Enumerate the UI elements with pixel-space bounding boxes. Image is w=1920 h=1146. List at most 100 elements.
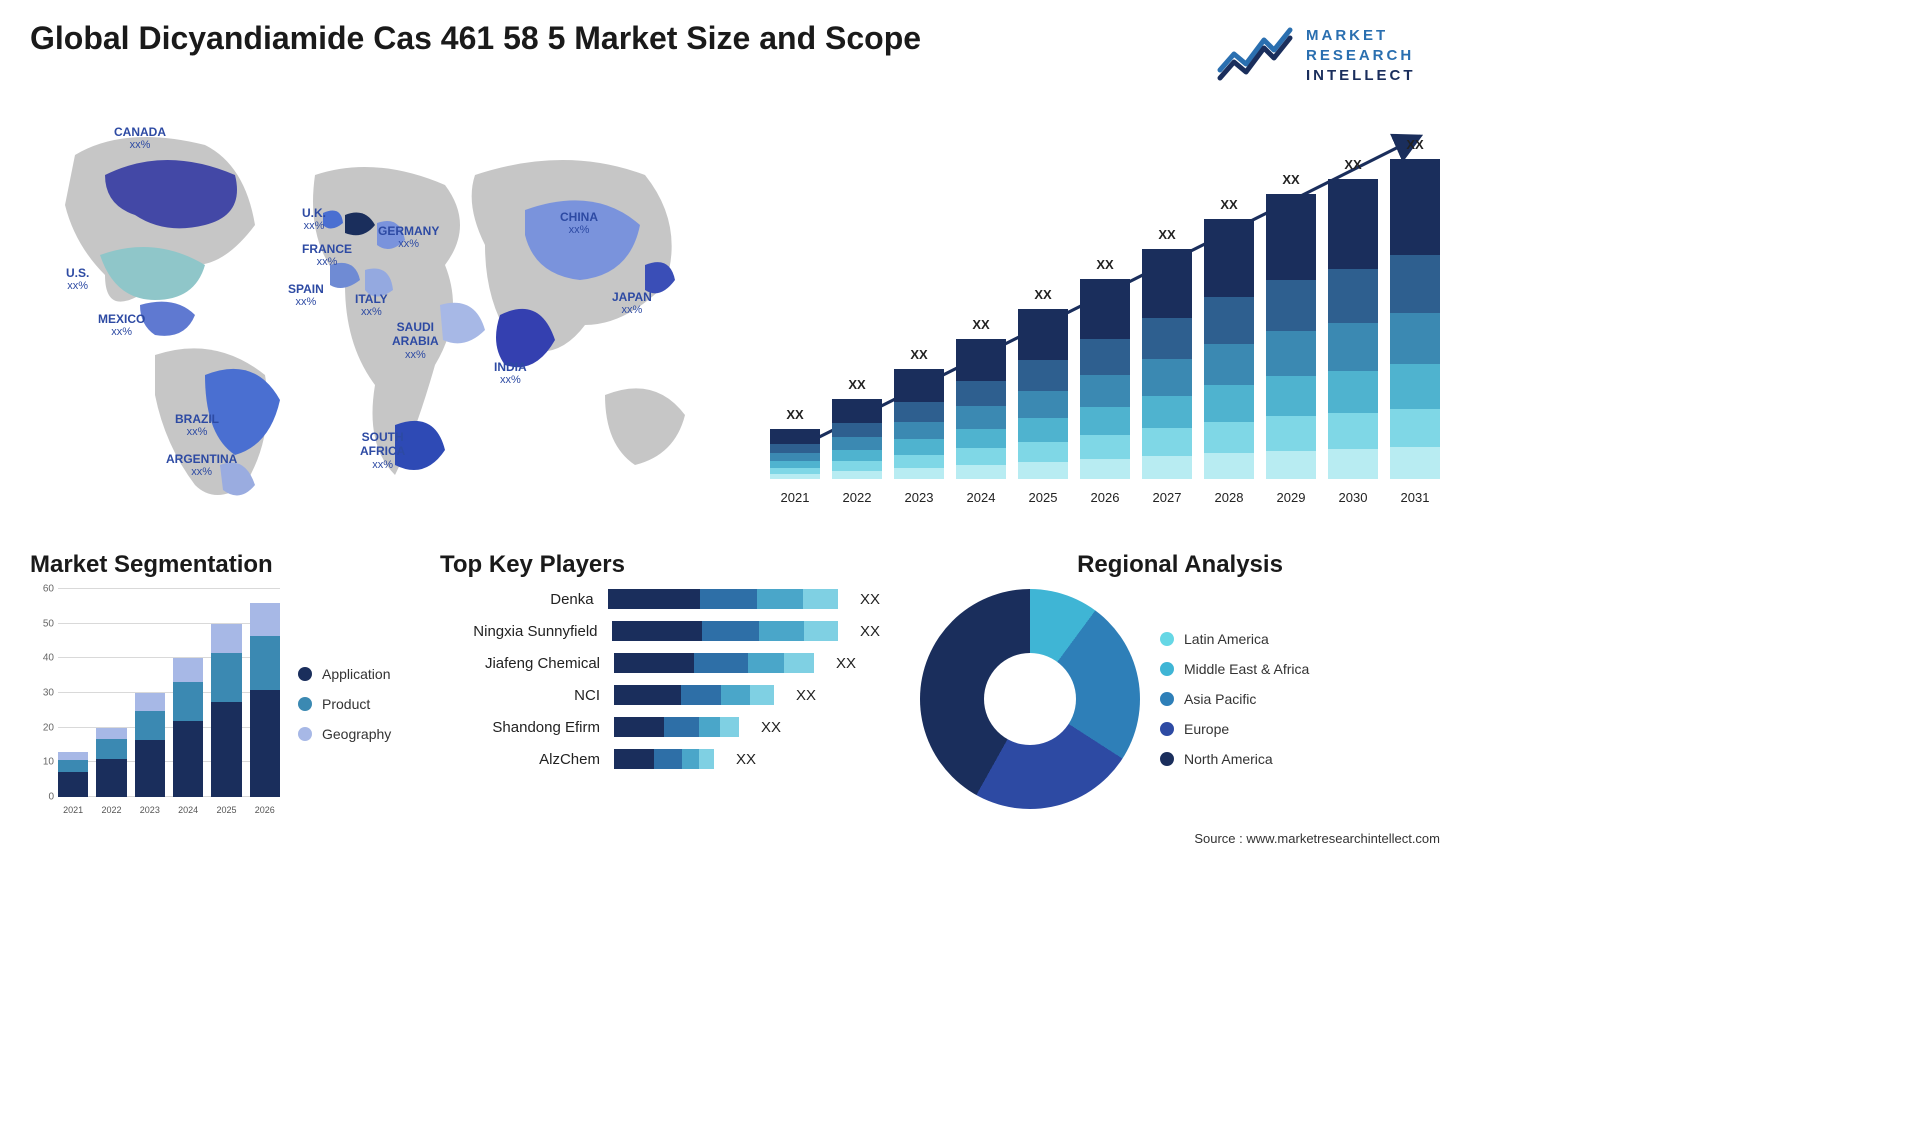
bar-segment bbox=[1390, 313, 1440, 364]
bar-segment bbox=[702, 621, 759, 641]
segmentation-bar: 2026 bbox=[250, 603, 280, 797]
bar-x-label: 2028 bbox=[1204, 490, 1254, 505]
bar-x-label: 2023 bbox=[135, 805, 165, 815]
bar-segment bbox=[956, 339, 1006, 381]
bar-segment bbox=[1142, 249, 1192, 318]
bar-segment bbox=[759, 621, 804, 641]
bar-segment bbox=[1080, 435, 1130, 459]
bar-value-label: XX bbox=[1390, 137, 1440, 152]
bar-x-label: 2029 bbox=[1266, 490, 1316, 505]
y-tick: 30 bbox=[30, 688, 54, 699]
bar-segment bbox=[804, 621, 838, 641]
legend-label: Middle East & Africa bbox=[1184, 661, 1309, 677]
segmentation-bar: 2024 bbox=[173, 658, 203, 797]
legend-swatch bbox=[298, 697, 312, 711]
growth-bar: XX2027 bbox=[1142, 249, 1192, 479]
source-credit: Source : www.marketresearchintellect.com bbox=[30, 831, 1440, 846]
player-row: DenkaXX bbox=[440, 589, 880, 609]
bar-segment bbox=[700, 589, 758, 609]
logo-text-2: RESEARCH bbox=[1306, 47, 1414, 64]
regional-title: Regional Analysis bbox=[910, 551, 1450, 579]
bar-segment bbox=[1142, 318, 1192, 359]
bar-segment bbox=[250, 603, 280, 636]
bar-segment bbox=[173, 721, 203, 797]
segmentation-chart: 0102030405060 202120222023202420252026 bbox=[30, 589, 280, 819]
bar-segment bbox=[748, 653, 784, 673]
segmentation-bar: 2025 bbox=[211, 624, 241, 797]
bar-segment bbox=[1266, 194, 1316, 280]
legend-label: North America bbox=[1184, 751, 1273, 767]
growth-bar: XX2026 bbox=[1080, 279, 1130, 479]
player-value: XX bbox=[761, 719, 781, 736]
growth-bar: XX2030 bbox=[1328, 179, 1378, 479]
bar-segment bbox=[1018, 360, 1068, 391]
bar-segment bbox=[956, 429, 1006, 449]
growth-bar: XX2025 bbox=[1018, 309, 1068, 479]
bar-segment bbox=[1080, 339, 1130, 375]
map-label: MEXICOxx% bbox=[98, 312, 145, 340]
segmentation-bar: 2021 bbox=[58, 752, 88, 797]
bar-segment bbox=[1328, 323, 1378, 371]
player-value: XX bbox=[796, 687, 816, 704]
bar-x-label: 2022 bbox=[832, 490, 882, 505]
bar-segment bbox=[1328, 449, 1378, 479]
bar-segment bbox=[58, 752, 88, 760]
y-tick: 0 bbox=[30, 792, 54, 803]
map-label: ARGENTINAxx% bbox=[166, 452, 237, 480]
bar-segment bbox=[770, 474, 820, 479]
legend-swatch bbox=[1160, 692, 1174, 706]
bar-segment bbox=[1328, 371, 1378, 413]
bar-segment bbox=[1204, 219, 1254, 297]
bar-segment bbox=[770, 429, 820, 444]
bar-segment bbox=[803, 589, 838, 609]
bar-segment bbox=[211, 653, 241, 702]
bar-segment bbox=[96, 728, 126, 740]
player-value: XX bbox=[736, 751, 756, 768]
bar-segment bbox=[211, 702, 241, 797]
bar-segment bbox=[1328, 269, 1378, 323]
legend-swatch bbox=[298, 667, 312, 681]
bar-segment bbox=[1204, 344, 1254, 386]
bar-segment bbox=[894, 468, 944, 479]
map-label: CANADAxx% bbox=[114, 125, 166, 153]
legend-label: Asia Pacific bbox=[1184, 691, 1256, 707]
bar-segment bbox=[770, 461, 820, 468]
bar-segment bbox=[1080, 407, 1130, 435]
bar-segment bbox=[614, 653, 694, 673]
brand-logo: MARKET RESEARCH INTELLECT bbox=[1214, 20, 1444, 95]
bar-segment bbox=[1390, 447, 1440, 479]
player-bar bbox=[612, 621, 838, 641]
legend-label: Europe bbox=[1184, 721, 1229, 737]
legend-label: Application bbox=[322, 666, 391, 682]
bar-segment bbox=[1328, 413, 1378, 449]
bar-segment bbox=[699, 749, 714, 769]
legend-item: Latin America bbox=[1160, 631, 1309, 647]
legend-swatch bbox=[298, 727, 312, 741]
bar-x-label: 2025 bbox=[211, 805, 241, 815]
bar-segment bbox=[1204, 385, 1254, 421]
bar-value-label: XX bbox=[1328, 157, 1378, 172]
bar-segment bbox=[832, 450, 882, 461]
bar-segment bbox=[96, 759, 126, 797]
bar-segment bbox=[720, 717, 739, 737]
bar-segment bbox=[694, 653, 748, 673]
segmentation-bar: 2023 bbox=[135, 693, 165, 797]
bar-x-label: 2023 bbox=[894, 490, 944, 505]
bar-segment bbox=[832, 437, 882, 450]
legend-label: Latin America bbox=[1184, 631, 1269, 647]
bar-segment bbox=[757, 589, 803, 609]
player-name: Shandong Efirm bbox=[440, 719, 600, 736]
bar-segment bbox=[956, 381, 1006, 406]
bar-value-label: XX bbox=[956, 317, 1006, 332]
bar-segment bbox=[1080, 459, 1130, 479]
map-label: SOUTHAFRICAxx% bbox=[360, 430, 405, 472]
bar-segment bbox=[1080, 375, 1130, 407]
bar-segment bbox=[1142, 396, 1192, 428]
bar-x-label: 2021 bbox=[770, 490, 820, 505]
legend-label: Product bbox=[322, 696, 370, 712]
y-tick: 10 bbox=[30, 757, 54, 768]
page-title: Global Dicyandiamide Cas 461 58 5 Market… bbox=[30, 20, 1214, 57]
bar-x-label: 2025 bbox=[1018, 490, 1068, 505]
bar-segment bbox=[770, 453, 820, 461]
player-row: Shandong Efirm XX bbox=[440, 717, 880, 737]
